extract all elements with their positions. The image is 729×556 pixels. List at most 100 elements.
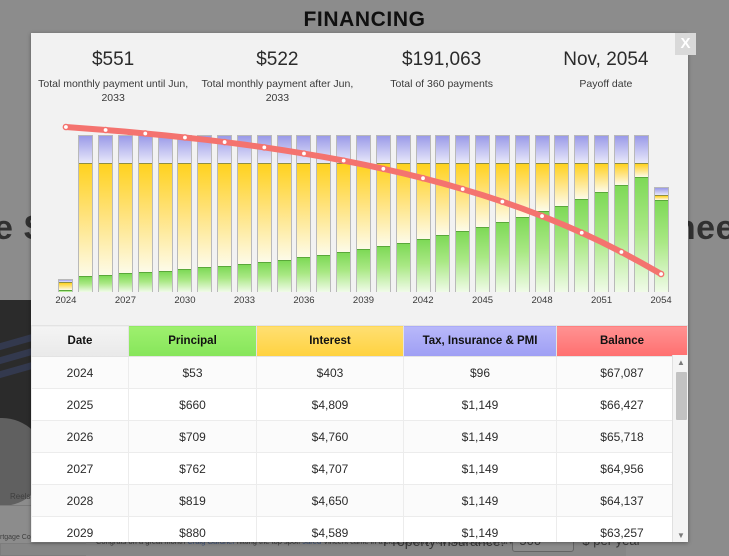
table-cell: $1,149: [403, 452, 557, 485]
chart-bar-segment-pri: [218, 265, 232, 292]
table-column-header[interactable]: Principal: [128, 325, 257, 357]
chart-bar-segment-ti: [158, 136, 172, 164]
chart-bar: [356, 135, 371, 292]
table-column-header[interactable]: Tax, Insurance & PMI: [403, 325, 557, 357]
table-cell: $53: [128, 356, 257, 389]
chart-bar: [633, 135, 649, 292]
summary-stat-caption: Payoff date: [579, 78, 633, 90]
table-cell: 2028: [31, 484, 129, 517]
table-header: Date Principal Interest Tax, Insurance & PM…: [31, 325, 688, 357]
summary-stat-caption: Total of 360 payments: [390, 78, 493, 90]
chart-bar: [296, 135, 312, 292]
chart-bar: [554, 135, 570, 292]
chart-bar-segment-int: [257, 163, 271, 262]
chart-bar-segment-int: [218, 163, 232, 266]
chart-bar-segment-int: [436, 163, 450, 236]
chart-bar-segment-int: [555, 163, 569, 206]
table-cell: $403: [256, 356, 404, 389]
chart-bar: [653, 187, 669, 292]
table-cell: $880: [128, 516, 257, 542]
chart-bar-segment-pri: [79, 275, 93, 292]
table-row: 2028 $819 $4,650 $1,149 $64,137: [31, 484, 688, 517]
table-cell: $67,087: [556, 356, 688, 389]
table-cell: 2024: [31, 356, 129, 389]
chart-x-tick: 2042: [412, 295, 434, 306]
chart-bar-segment-ti: [495, 136, 509, 164]
chart-x-tick: 2054: [650, 295, 672, 306]
chart-bar: [137, 135, 153, 292]
chart-x-tick: 2048: [531, 295, 553, 306]
chart-bar-segment-pri: [555, 205, 569, 292]
chart-bar-segment-pri: [614, 185, 628, 292]
chart-bar-segment-ti: [337, 136, 351, 164]
summary-stat-caption: Total monthly payment until Jun, 2033: [38, 78, 189, 104]
chart-bar-segment-ti: [79, 136, 93, 164]
amortization-table-wrapper: Date Principal Interest Tax, Insurance & PM…: [31, 325, 688, 542]
chart-bar-segment-int: [376, 163, 390, 247]
close-icon[interactable]: X: [675, 33, 696, 55]
chart-bar: [514, 135, 530, 292]
scrollbar-thumb[interactable]: [676, 372, 687, 420]
chart-bar-segment-ti: [555, 136, 569, 164]
chart-bar-segment-int: [237, 163, 251, 264]
chart-bar: [395, 135, 411, 292]
page-title: FINANCING: [303, 8, 426, 31]
table-column-header[interactable]: Interest: [256, 325, 404, 357]
summary-stats: $551 Total monthly payment until Jun, 203…: [31, 39, 688, 117]
summary-stat: Nov, 2054 Payoff date: [524, 39, 688, 117]
table-scrollbar[interactable]: ▲ ▼: [672, 355, 688, 542]
table-cell: $1,149: [403, 388, 557, 421]
chart-bar-segment-pri: [495, 222, 509, 292]
scroll-up-icon[interactable]: ▲: [677, 357, 685, 367]
chart-bar-segment-pri: [436, 235, 450, 292]
chart-bar: [336, 135, 352, 292]
chart-x-tick: 2051: [590, 295, 613, 306]
chart-bar-segment-pri: [317, 254, 331, 292]
table-cell: $4,760: [256, 420, 404, 453]
chart-bar-segment-pri: [277, 259, 291, 292]
table-cell: $660: [128, 388, 257, 421]
chart-bar-segment-ti: [218, 136, 232, 164]
chart-bar-segment-pri: [416, 239, 430, 292]
chart-bar-segment-ti: [237, 135, 251, 164]
chart-bar-segment-ti: [456, 136, 470, 164]
chart-bar-segment-int: [59, 282, 73, 291]
chart-bar-segment-int: [178, 163, 192, 270]
table-cell: $64,137: [556, 484, 688, 517]
chart-bar: [475, 135, 491, 292]
chart-bar-segment-ti: [535, 136, 549, 164]
chart-bar-segment-pri: [297, 257, 311, 292]
chart-bar: [98, 135, 114, 292]
table-column-header[interactable]: Date: [31, 325, 129, 357]
chart-bar-segment-pri: [158, 270, 172, 292]
chart-x-tick: 2036: [293, 295, 315, 306]
summary-stat: $191,063 Total of 360 payments: [360, 39, 524, 117]
chart-bar-segment-int: [535, 163, 549, 212]
table-cell: $4,589: [256, 516, 404, 542]
chart-bar: [236, 135, 252, 292]
chart-bar-segment-int: [456, 163, 470, 232]
table-cell: 2027: [31, 452, 129, 485]
chart-x-tick: 2039: [352, 295, 375, 306]
chart-bar-segment-pri: [257, 261, 271, 292]
chart-x-tick: 2027: [114, 295, 136, 306]
chart-bar-segment-int: [396, 163, 410, 243]
chart-bar-segment-int: [575, 163, 589, 200]
chart-bar-segment-ti: [59, 279, 73, 283]
table-cell: $63,257: [556, 516, 688, 542]
table-row: 2025 $660 $4,809 $1,149 $66,427: [31, 388, 688, 421]
scroll-down-icon[interactable]: ▼: [677, 530, 685, 540]
table-cell: $762: [128, 452, 257, 485]
chart-x-tick: 2030: [174, 295, 196, 306]
chart-bar-segment-int: [79, 163, 93, 276]
summary-stat-value: Nov, 2054: [563, 49, 649, 70]
chart-bar-segment-pri: [59, 290, 73, 292]
chart-x-tick: 2024: [55, 295, 77, 306]
chart-bar-segment-int: [337, 163, 351, 253]
chart-bar-segment-pri: [138, 271, 152, 292]
amortization-table: Date Principal Interest Tax, Insurance & PM…: [31, 325, 688, 542]
table-column-header[interactable]: Balance: [556, 325, 688, 357]
amortization-chart: 2024 2027 2030 2033 2036 2039 2042 2045 2048 2051…: [31, 119, 688, 319]
chart-bar: [435, 135, 451, 292]
chart-bar: [455, 135, 471, 292]
